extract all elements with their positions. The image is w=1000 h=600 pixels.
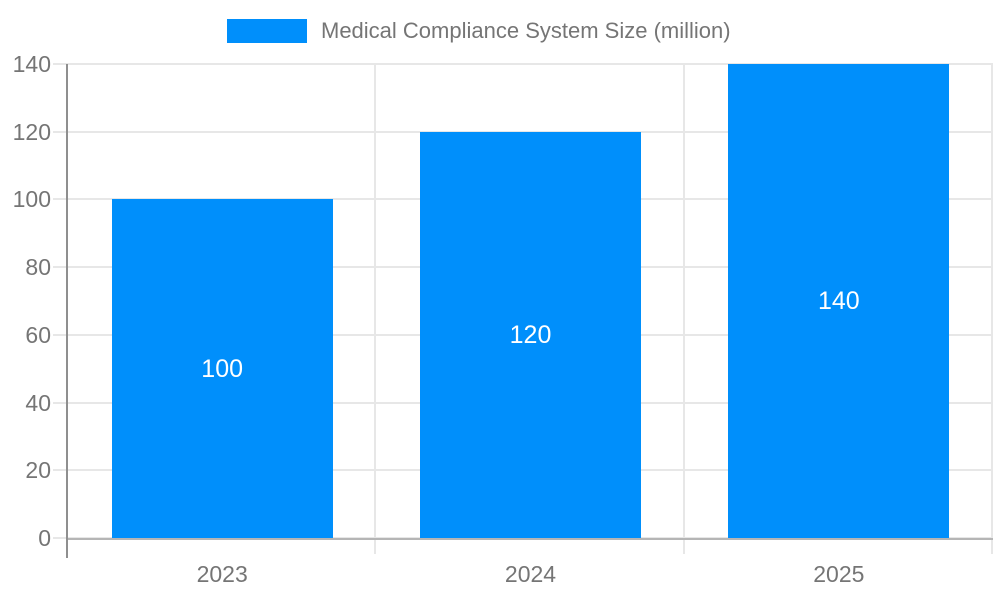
y-axis-label-40: 40 [25,389,51,416]
plot-area: 100 120 140 [68,63,993,554]
y-axis-tick-40 [53,401,68,404]
y-axis-tick-0 [53,537,68,539]
bar-2023[interactable] [111,199,333,538]
gridline-x-boundary-3 [991,64,993,554]
gridline-x-boundary-2 [682,64,685,554]
bar-value-label-2023: 100 [201,354,244,383]
legend-item[interactable]: Medical Compliance System Size (million) [227,19,731,43]
y-axis-label-100: 100 [12,186,51,213]
y-axis-label-60: 60 [25,321,51,348]
y-axis-tick-120 [53,130,68,133]
x-axis-label-2025: 2025 [813,561,865,587]
x-axis-label-2024: 2024 [504,561,557,587]
bar-2024[interactable] [420,131,641,538]
x-axis-label-2023: 2023 [196,561,248,587]
gridline-x-boundary-1 [374,64,377,554]
gridline-y-140 [68,63,993,65]
y-axis-label-80: 80 [25,254,51,281]
y-axis-label-20: 20 [25,457,51,484]
bar-value-label-2024: 120 [509,320,552,349]
y-axis-tick-100 [53,198,68,201]
y-axis-tick-60 [53,333,68,336]
y-axis-label-0: 0 [38,525,51,551]
bar-2025[interactable] [728,64,950,538]
y-axis-label-140: 140 [12,51,51,77]
y-axis-tick-140 [53,63,68,65]
legend-marker-icon [227,19,307,43]
bar-value-label-2025: 140 [817,287,860,315]
y-axis-tick-80 [53,266,68,269]
x-axis-line [68,538,993,540]
y-axis-label-120: 120 [12,118,51,145]
y-axis-line [66,64,68,558]
y-axis-tick-20 [53,469,68,472]
legend-label: Medical Compliance System Size (million) [321,18,731,43]
